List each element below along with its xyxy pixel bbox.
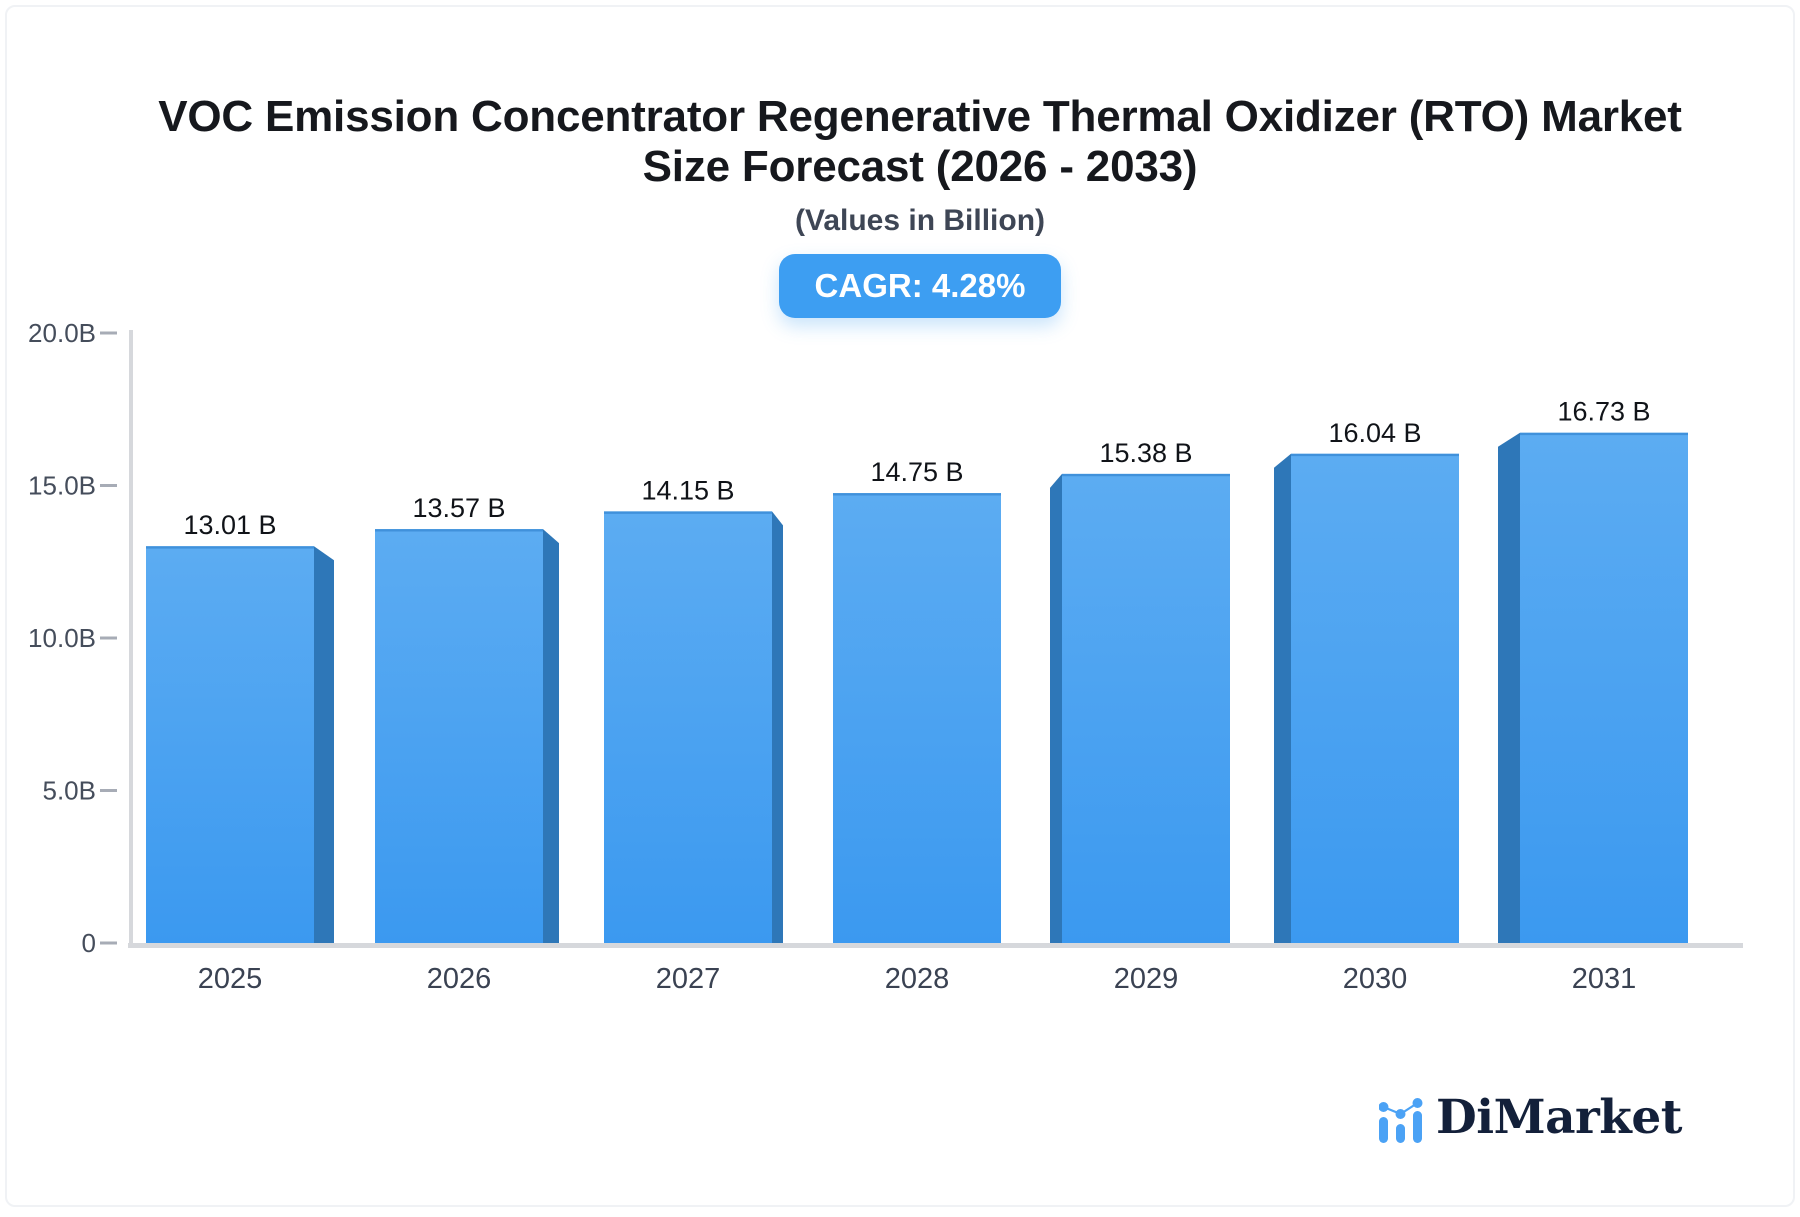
- bar-front-face: [604, 511, 772, 943]
- y-axis-tick-label: 15.0B: [28, 471, 96, 501]
- bar-value-label: 14.15 B: [641, 475, 734, 505]
- bar-side-face: [314, 546, 334, 943]
- x-axis-label: 2031: [1572, 963, 1637, 995]
- bar-2030[interactable]: [1274, 453, 1459, 943]
- bar-side-face: [1498, 432, 1520, 943]
- bar-2029[interactable]: [1050, 473, 1230, 943]
- bar-value-label: 16.73 B: [1557, 397, 1650, 427]
- bar-2031[interactable]: [1498, 432, 1688, 943]
- y-axis-tick-label: 20.0B: [28, 318, 96, 348]
- bar-side-face: [772, 511, 783, 943]
- cagr-badge: CAGR: 4.28%: [778, 254, 1062, 319]
- bar-side-face: [543, 529, 559, 943]
- dimarket-logo: DiMarket: [1378, 1090, 1683, 1145]
- bar-value-label: 13.57 B: [412, 493, 505, 523]
- y-axis-tick-label: 5.0B: [43, 776, 97, 806]
- chart-header: VOC Emission Concentrator Regenerative T…: [40, 92, 1800, 319]
- bar-front-face: [1291, 453, 1459, 943]
- bar-front-face: [375, 529, 543, 943]
- chart-subtitle: (Values in Billion): [794, 204, 1046, 238]
- x-axis-label: 2028: [885, 963, 950, 995]
- bar-value-label: 14.75 B: [870, 457, 963, 487]
- bar-2026[interactable]: [375, 529, 559, 943]
- bar-front-face: [146, 546, 314, 943]
- logo-text: DiMarket: [1435, 1090, 1683, 1145]
- bar-2027[interactable]: [604, 511, 783, 943]
- y-axis-tick-label: 10.0B: [28, 623, 96, 653]
- x-axis-label: 2027: [656, 963, 721, 995]
- bar-front-face: [1520, 432, 1688, 943]
- x-axis-label: 2029: [1114, 963, 1179, 995]
- bar-value-label: 16.04 B: [1328, 418, 1421, 448]
- bar-front-face: [833, 493, 1001, 943]
- bar-side-face: [1274, 453, 1291, 943]
- x-axis-label: 2030: [1343, 963, 1408, 995]
- y-axis-tick-label: 0: [82, 928, 96, 958]
- bar-value-label: 13.01 B: [183, 510, 276, 540]
- bar-2025[interactable]: [146, 546, 334, 943]
- bar-value-label: 15.38 B: [1099, 438, 1192, 468]
- x-axis-label: 2025: [198, 963, 263, 995]
- bar-side-face: [1050, 473, 1062, 943]
- bar-front-face: [1062, 473, 1230, 943]
- bar-chart-logo-icon: [1378, 1098, 1423, 1143]
- chart-title: VOC Emission Concentrator Regenerative T…: [158, 92, 1682, 192]
- x-axis-label: 2026: [427, 963, 492, 995]
- bar-2028[interactable]: [833, 493, 1001, 943]
